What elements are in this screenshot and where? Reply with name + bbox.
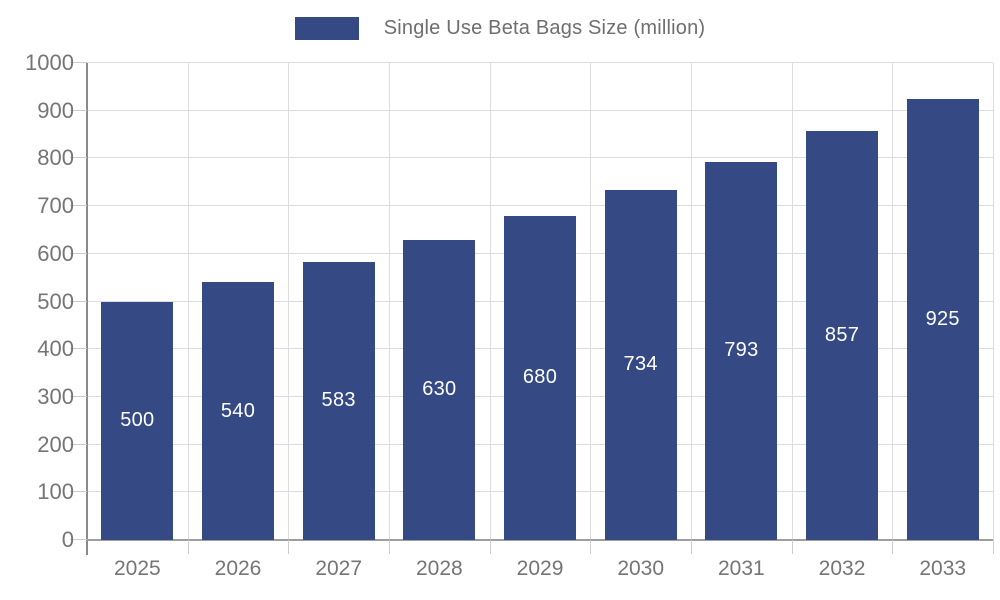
y-axis-tick	[70, 109, 87, 111]
x-axis-tick	[993, 540, 994, 554]
bar-column: 734	[590, 63, 691, 540]
bar-value-label: 583	[321, 389, 356, 412]
gridline-horizontal	[87, 157, 993, 159]
y-tick-label: 1000	[25, 50, 74, 75]
bar[interactable]: 793	[705, 161, 778, 540]
gridline-horizontal	[87, 62, 993, 63]
y-axis-tick	[70, 300, 87, 302]
x-tick-label: 2031	[718, 557, 765, 580]
y-axis-tick	[70, 205, 87, 207]
x-axis-baseline	[87, 539, 993, 541]
bar[interactable]: 540	[202, 282, 274, 540]
y-tick-label: 800	[37, 145, 74, 171]
bar-value-label: 540	[220, 399, 256, 422]
x-tick-label: 2029	[516, 557, 564, 580]
bar-value-label: 925	[925, 307, 960, 330]
gridline-horizontal	[87, 205, 993, 207]
y-axis-tick	[70, 157, 87, 159]
y-axis-line	[86, 63, 88, 555]
bar[interactable]: 583	[302, 261, 375, 540]
bar-column: 500	[87, 63, 188, 540]
gridline-horizontal	[87, 109, 993, 111]
gridline-vertical	[892, 63, 894, 540]
x-axis-tick	[187, 540, 189, 554]
bar[interactable]: 925	[906, 98, 979, 540]
plot-area: 0 100 200 300 400 500 600 700 800 900 1000 500 540 5…	[25, 50, 994, 580]
bar-column: 540	[188, 63, 289, 540]
gridline-vertical	[791, 63, 793, 540]
x-tick-label: 2027	[315, 557, 363, 580]
y-axis-tick	[70, 395, 87, 397]
y-tick-label: 300	[37, 383, 74, 409]
y-tick-label: 700	[37, 193, 74, 219]
bar-value-label: 793	[724, 339, 759, 362]
legend-label: Single Use Beta Bags Size (million)	[383, 17, 706, 39]
y-axis-tick	[70, 348, 87, 350]
y-tick-label: 0	[61, 527, 74, 552]
x-axis-labels: 2025 2026 2027 2028 2029 2030 2031 2032 2033	[87, 557, 993, 581]
bar-column: 630	[389, 63, 490, 540]
y-axis-tick	[70, 491, 87, 493]
legend[interactable]: Single Use Beta Bags Size (million)	[0, 17, 1000, 40]
x-axis-tick	[388, 540, 390, 554]
x-axis-tick	[791, 540, 793, 554]
bar-column: 925	[892, 63, 993, 540]
bar[interactable]: 734	[604, 189, 677, 540]
bar[interactable]: 680	[504, 215, 577, 540]
bar-column: 680	[490, 63, 591, 540]
gridline-vertical	[690, 63, 692, 540]
bars-layer: 500 540 583 630 680 734 793 857 925	[87, 63, 993, 540]
gridline-vertical	[388, 63, 390, 540]
x-tick-label: 2032	[818, 557, 866, 580]
bar[interactable]: 857	[806, 131, 879, 540]
x-axis-tick	[288, 540, 290, 554]
x-axis-tick	[892, 540, 894, 554]
gridline-vertical	[489, 63, 491, 540]
gridline-vertical	[187, 63, 189, 540]
x-axis-tick	[690, 540, 692, 554]
y-axis-tick	[70, 62, 87, 63]
gridline-vertical	[993, 63, 994, 540]
y-tick-label: 500	[37, 288, 74, 314]
y-tick-label: 900	[37, 97, 74, 123]
x-tick-label: 2026	[214, 557, 262, 580]
x-tick-label: 2030	[617, 557, 665, 580]
bar-column: 857	[792, 63, 893, 540]
gridline-vertical	[590, 63, 592, 540]
bar-value-label: 680	[522, 366, 558, 389]
x-axis-tick	[489, 540, 491, 554]
x-tick-label: 2028	[415, 557, 463, 580]
x-axis-tick	[590, 540, 592, 554]
bar-column: 793	[691, 63, 792, 540]
bar-value-label: 500	[120, 409, 155, 432]
gridline-vertical	[288, 63, 290, 540]
y-tick-label: 400	[37, 336, 74, 362]
x-tick-label: 2033	[919, 557, 967, 580]
y-tick-label: 600	[37, 240, 74, 266]
y-axis-tick	[70, 252, 87, 254]
bar-value-label: 857	[824, 324, 860, 347]
bar[interactable]: 500	[101, 301, 174, 540]
y-tick-label: 100	[37, 479, 74, 505]
y-axis-tick	[70, 443, 87, 445]
bar-value-label: 630	[422, 378, 457, 401]
bar[interactable]: 630	[403, 239, 476, 540]
bar-column: 583	[288, 63, 389, 540]
legend-swatch	[294, 17, 359, 40]
y-axis-tick	[70, 539, 87, 540]
y-tick-label: 200	[37, 431, 74, 457]
x-tick-label: 2025	[113, 557, 161, 580]
bar-value-label: 734	[623, 353, 658, 376]
